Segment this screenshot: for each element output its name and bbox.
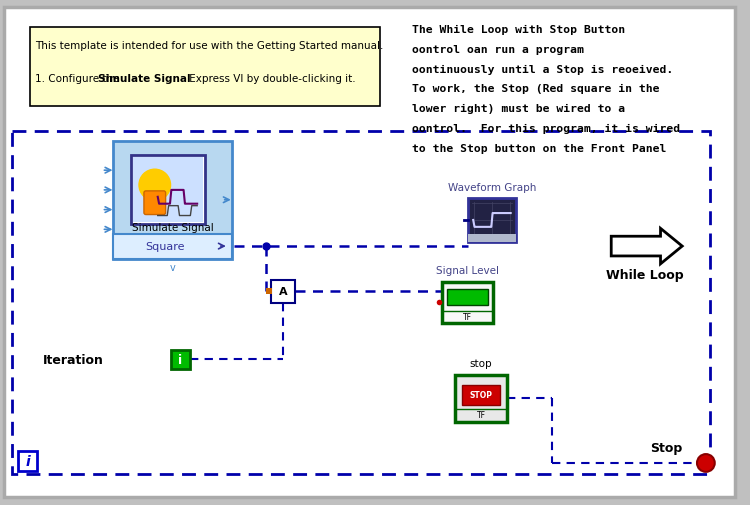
Text: Simulate Signal: Simulate Signal (132, 223, 214, 233)
Text: stop: stop (470, 359, 493, 369)
Text: While Loop: While Loop (606, 268, 684, 281)
Text: Iteration: Iteration (43, 354, 104, 366)
Text: Square: Square (145, 241, 184, 251)
Text: i: i (26, 454, 30, 468)
Circle shape (697, 454, 715, 472)
FancyBboxPatch shape (133, 158, 203, 223)
FancyBboxPatch shape (18, 451, 38, 471)
FancyBboxPatch shape (442, 282, 493, 323)
Text: Simulate Signal: Simulate Signal (98, 74, 190, 84)
Text: Express VI by double-clicking it.: Express VI by double-clicking it. (186, 74, 356, 84)
Text: TF: TF (463, 312, 472, 321)
FancyBboxPatch shape (131, 156, 205, 225)
FancyBboxPatch shape (4, 8, 736, 497)
Text: i: i (178, 354, 182, 366)
FancyBboxPatch shape (170, 350, 190, 370)
Text: The While Loop with Stop Button: The While Loop with Stop Button (412, 25, 626, 35)
Text: oontrol.  For this program, it is wired: oontrol. For this program, it is wired (412, 124, 680, 134)
FancyBboxPatch shape (446, 290, 488, 306)
Polygon shape (611, 229, 682, 264)
FancyBboxPatch shape (462, 385, 500, 405)
FancyBboxPatch shape (144, 191, 166, 215)
FancyBboxPatch shape (29, 28, 380, 107)
FancyBboxPatch shape (455, 376, 507, 422)
Text: To work, the Stop (Red square in the: To work, the Stop (Red square in the (412, 84, 659, 94)
Text: Stop: Stop (650, 441, 682, 454)
Text: oontinuously until a Stop is reoeived.: oontinuously until a Stop is reoeived. (412, 65, 674, 75)
Text: v: v (170, 262, 176, 272)
Text: to the Stop button on the Front Panel: to the Stop button on the Front Panel (412, 143, 667, 153)
Text: Waveform Graph: Waveform Graph (448, 182, 536, 192)
Text: This template is intended for use with the Getting Started manual.: This template is intended for use with t… (35, 41, 384, 51)
Circle shape (139, 170, 170, 201)
Text: Signal Level: Signal Level (436, 265, 499, 275)
Text: TF: TF (476, 411, 485, 419)
Text: A: A (279, 287, 287, 297)
Text: lower right) must be wired to a: lower right) must be wired to a (412, 104, 626, 114)
FancyBboxPatch shape (468, 198, 515, 243)
FancyBboxPatch shape (271, 280, 295, 304)
Text: STOP: STOP (470, 391, 493, 399)
Text: 1. Configure the: 1. Configure the (35, 74, 123, 84)
FancyBboxPatch shape (113, 141, 232, 260)
Text: oontrol oan run a program: oontrol oan run a program (412, 45, 584, 55)
FancyBboxPatch shape (468, 235, 515, 243)
FancyBboxPatch shape (113, 235, 232, 260)
